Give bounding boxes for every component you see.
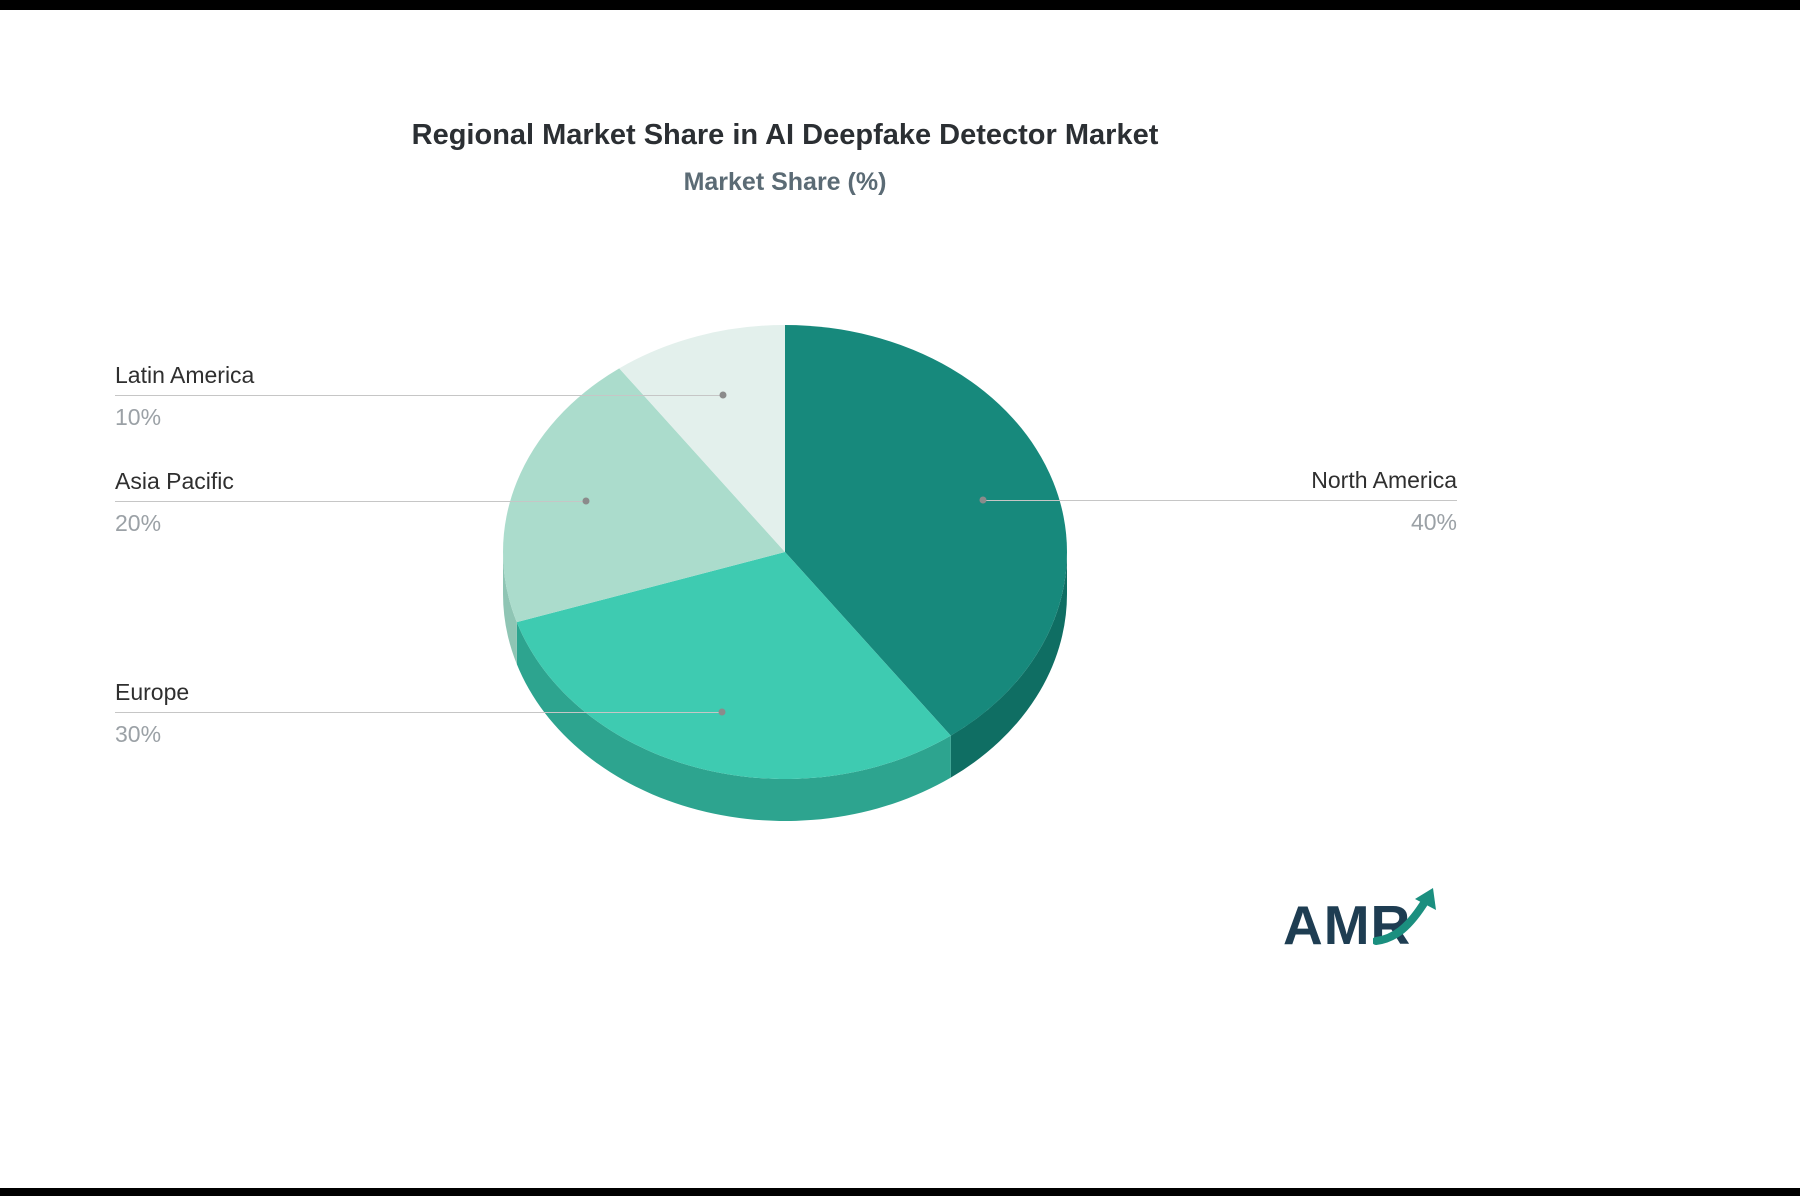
leader-dot bbox=[582, 497, 590, 505]
callout-label: Asia Pacific bbox=[115, 468, 234, 494]
logo-arrow-icon bbox=[1373, 888, 1436, 945]
chart-title: Regional Market Share in AI Deepfake Det… bbox=[411, 119, 1159, 151]
callout-label: Latin America bbox=[115, 362, 255, 388]
callout-value: 10% bbox=[115, 404, 162, 430]
top-border bbox=[0, 0, 1800, 10]
callout-line bbox=[983, 500, 1457, 501]
callout-label: Europe bbox=[115, 679, 190, 705]
pie-rim-asia-pacific bbox=[503, 552, 517, 665]
callout-value: 30% bbox=[115, 721, 162, 747]
pie-slice-asia-pacific[interactable] bbox=[503, 368, 785, 623]
callout-line bbox=[115, 501, 586, 502]
logo-text: AMR bbox=[1283, 894, 1412, 956]
callout-line bbox=[115, 395, 723, 396]
chart-subtitle: Market Share (%) bbox=[683, 168, 887, 196]
pie-slice-latin-america[interactable] bbox=[619, 325, 785, 552]
bottom-border bbox=[0, 1188, 1800, 1196]
leader-dot bbox=[718, 708, 726, 716]
leader-dot bbox=[979, 496, 987, 504]
pie-rim-europe bbox=[516, 622, 951, 821]
pie-slice-north-america[interactable] bbox=[785, 325, 1067, 736]
pie-slice-europe[interactable] bbox=[516, 552, 951, 779]
callout-line bbox=[115, 712, 722, 713]
callout-value: 40% bbox=[1410, 509, 1457, 535]
leader-dot bbox=[719, 391, 727, 399]
pie-rim-north-america bbox=[950, 552, 1067, 778]
callout-value: 20% bbox=[115, 510, 162, 536]
callout-label: North America bbox=[1311, 467, 1457, 493]
